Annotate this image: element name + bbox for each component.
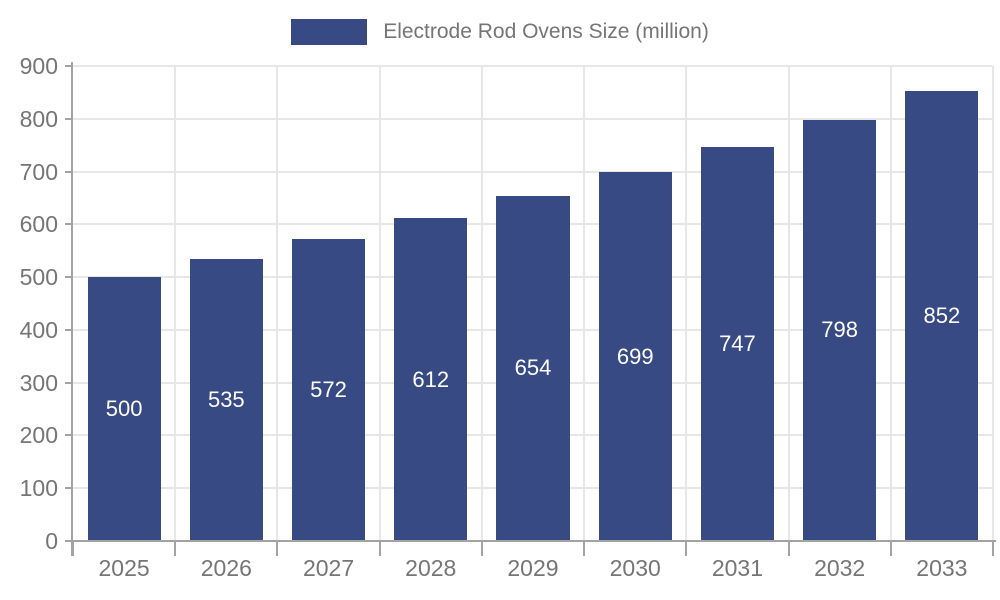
gridline-v xyxy=(174,66,177,541)
y-tick-label: 800 xyxy=(19,105,58,132)
x-tick-label: 2031 xyxy=(711,555,764,581)
bar-2030 xyxy=(598,172,672,541)
bar-value-label: 535 xyxy=(207,386,245,412)
x-tick xyxy=(480,541,483,556)
x-tick xyxy=(889,541,892,556)
y-tick-label: 400 xyxy=(19,316,58,343)
bar-value-label: 654 xyxy=(514,355,552,381)
y-tick-label: 500 xyxy=(19,264,58,291)
x-tick-label: 2029 xyxy=(507,555,559,581)
x-tick xyxy=(174,541,177,556)
x-tick-label: 2027 xyxy=(302,555,355,581)
chart-legend: Electrode Rod Ovens Size (million) xyxy=(0,17,1000,47)
bar-2025 xyxy=(87,277,161,541)
y-tick-label: 100 xyxy=(19,475,58,502)
y-tick-label: 0 xyxy=(45,528,58,554)
bar-2031 xyxy=(700,146,774,541)
y-tick-label: 200 xyxy=(19,422,58,449)
bar-2026 xyxy=(189,258,263,541)
y-tick-label: 900 xyxy=(19,53,58,79)
bar-value-label: 612 xyxy=(412,366,450,392)
bar-value-label: 747 xyxy=(719,330,756,356)
bar-value-label: 500 xyxy=(105,396,143,422)
bar-2033 xyxy=(905,91,979,541)
x-tick xyxy=(378,541,381,556)
y-tick-label: 300 xyxy=(19,369,58,396)
bar-value-label: 798 xyxy=(821,317,858,343)
y-tick xyxy=(65,223,73,226)
gridline-h xyxy=(73,117,993,120)
bar-2027 xyxy=(292,239,366,541)
y-tick xyxy=(65,487,73,490)
x-tick xyxy=(583,541,586,556)
x-tick-label: 2025 xyxy=(98,555,150,581)
legend-swatch xyxy=(291,19,368,45)
x-tick-label: 2028 xyxy=(405,555,457,581)
gridline-v xyxy=(685,66,688,541)
x-tick xyxy=(276,541,279,556)
y-tick xyxy=(65,170,73,173)
gridline-h xyxy=(73,170,993,173)
gridline-v xyxy=(583,66,586,541)
bar-2029 xyxy=(496,195,570,541)
y-axis xyxy=(71,62,73,556)
x-tick xyxy=(787,541,790,556)
x-tick xyxy=(685,541,688,556)
x-axis xyxy=(65,540,996,542)
gridline-v xyxy=(992,66,994,541)
y-tick xyxy=(65,65,73,67)
bar-value-label: 699 xyxy=(616,343,654,369)
gridline-v xyxy=(378,66,381,541)
x-tick-label: 2026 xyxy=(200,555,252,581)
x-tick xyxy=(72,541,74,556)
y-tick xyxy=(65,434,73,437)
gridline-v xyxy=(480,66,483,541)
gridline-v xyxy=(276,66,279,541)
y-tick-label: 600 xyxy=(19,211,58,238)
y-tick xyxy=(65,117,73,120)
y-tick xyxy=(65,328,73,331)
x-tick-label: 2033 xyxy=(916,555,968,581)
gridline-v xyxy=(889,66,892,541)
bar-value-label: 852 xyxy=(923,303,961,329)
bar-value-label: 572 xyxy=(310,377,347,403)
x-tick xyxy=(992,541,994,556)
y-tick-label: 700 xyxy=(19,158,58,185)
x-tick-label: 2030 xyxy=(609,555,661,581)
x-tick-label: 2032 xyxy=(814,555,866,581)
legend-label: Electrode Rod Ovens Size (million) xyxy=(383,20,709,43)
bar-2032 xyxy=(803,119,877,541)
gridline-h xyxy=(73,65,993,67)
y-tick xyxy=(65,276,73,279)
y-tick xyxy=(65,381,73,384)
gridline-v xyxy=(787,66,790,541)
bar-2028 xyxy=(394,218,468,541)
